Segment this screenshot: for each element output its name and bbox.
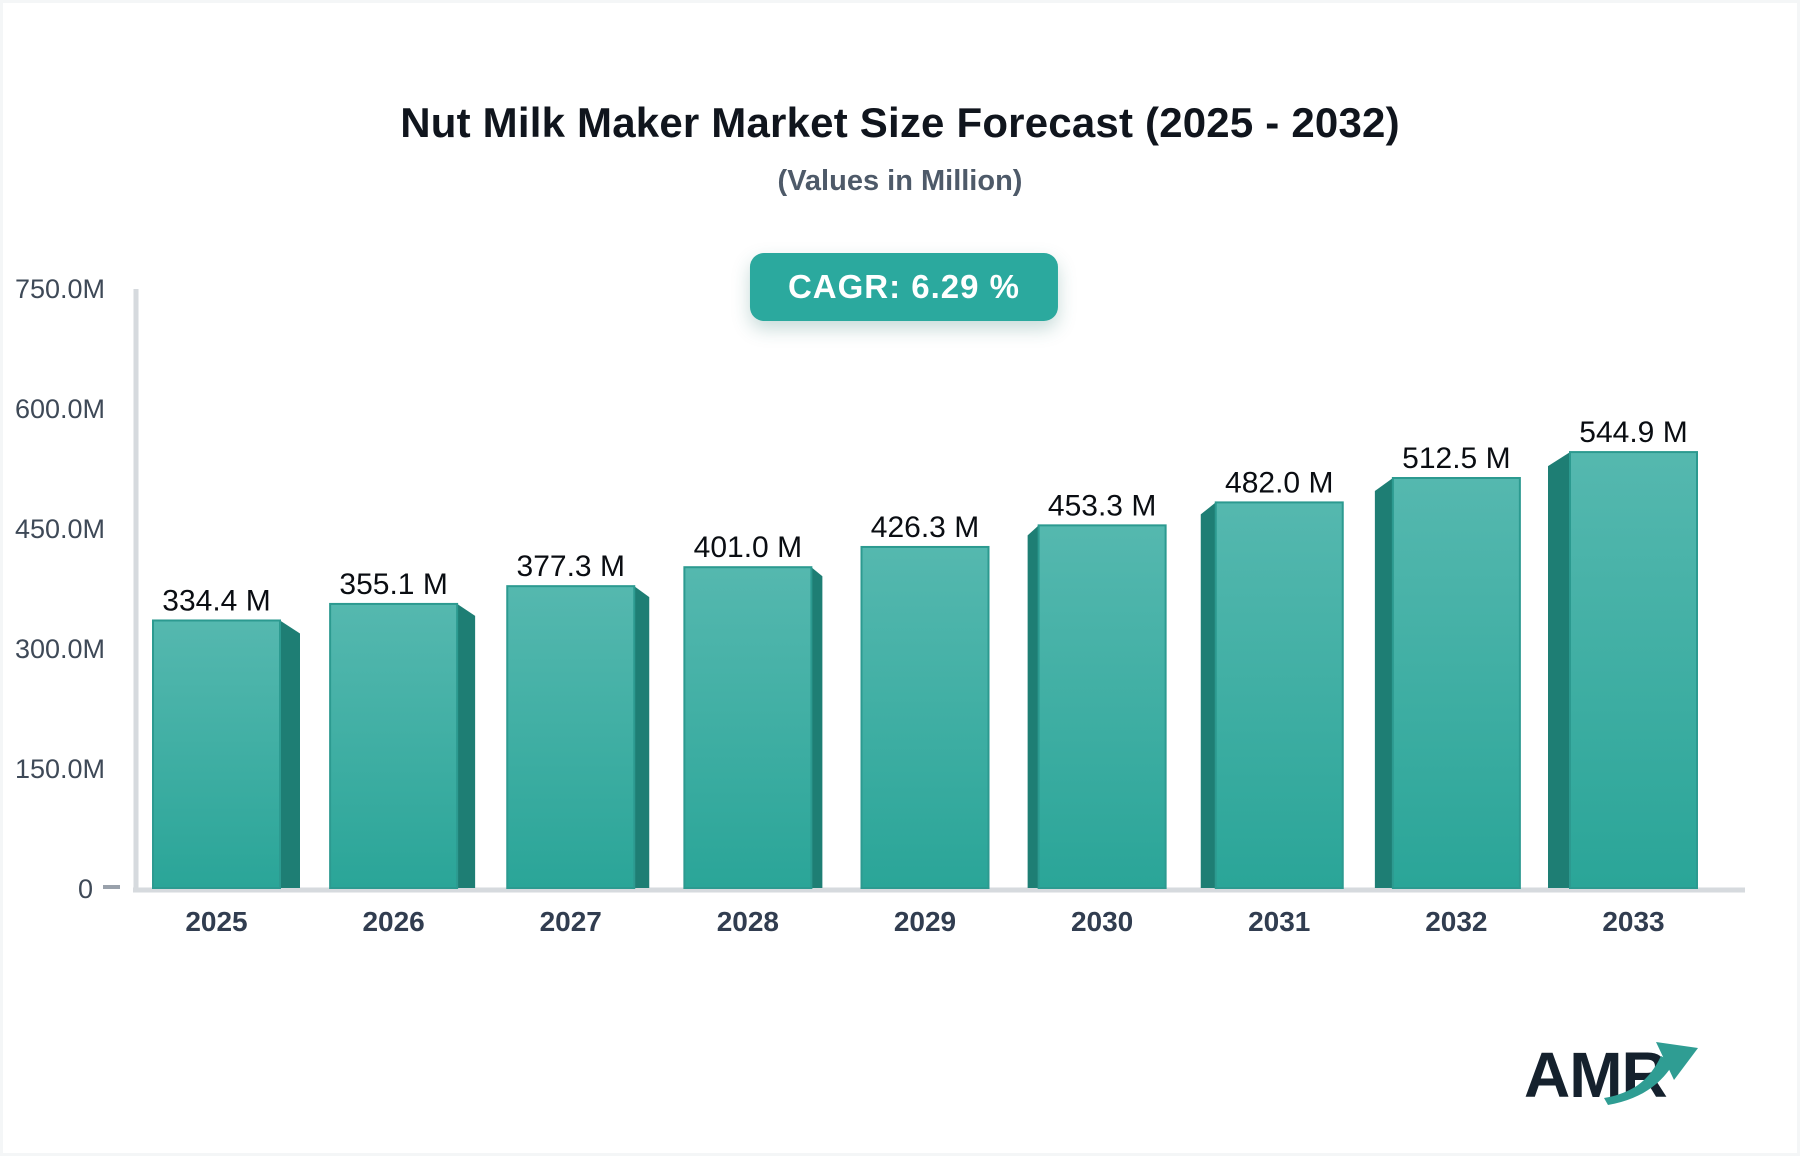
brand-logo: AMR bbox=[1508, 1021, 1718, 1121]
cagr-badge: CAGR: 6.29 % bbox=[749, 253, 1059, 321]
bar-value-label: 482.0 M bbox=[1225, 466, 1333, 499]
x-category-label: 2031 bbox=[1248, 906, 1310, 937]
bar-value-label: 401.0 M bbox=[694, 531, 802, 564]
bar-value-label: 453.3 M bbox=[1048, 489, 1156, 522]
x-category-label: 2025 bbox=[185, 906, 247, 937]
logo-text: AMR bbox=[1524, 1039, 1667, 1111]
bar-value-label: 512.5 M bbox=[1402, 442, 1510, 475]
bar-side-face bbox=[1548, 452, 1570, 888]
bar-side-face bbox=[634, 586, 650, 888]
x-category-label: 2033 bbox=[1602, 906, 1664, 937]
x-category-label: 2028 bbox=[717, 906, 779, 937]
bar-side-face bbox=[811, 567, 823, 888]
x-category-label: 2026 bbox=[362, 906, 424, 937]
y-tick-label: 600.0M bbox=[15, 394, 105, 424]
bar-side-face bbox=[1374, 478, 1393, 888]
y-tick-label: 0 bbox=[78, 874, 93, 904]
bar-front-face bbox=[1037, 524, 1167, 889]
bar-front-face bbox=[1391, 477, 1521, 889]
bar-front-face bbox=[683, 566, 813, 889]
bar-front-face bbox=[506, 585, 636, 889]
chart-subtitle: (Values in Million) bbox=[777, 165, 1023, 197]
y-tick-label: 750.0M bbox=[15, 274, 105, 304]
bar-value-label: 544.9 M bbox=[1579, 416, 1687, 449]
chart-title: Nut Milk Maker Market Size Forecast (202… bbox=[400, 99, 1400, 146]
x-category-label: 2030 bbox=[1071, 906, 1133, 937]
bar-value-label: 334.4 M bbox=[162, 584, 270, 617]
bar-side-face bbox=[1200, 502, 1216, 888]
bar-side-face bbox=[1027, 525, 1039, 888]
bar-front-face bbox=[1569, 451, 1698, 889]
bar-front-face bbox=[860, 545, 990, 890]
y-tick-label: 300.0M bbox=[15, 634, 105, 664]
bar-side-face bbox=[280, 620, 300, 888]
x-category-label: 2027 bbox=[540, 906, 602, 937]
y-tick-label: 150.0M bbox=[15, 754, 105, 784]
x-category-label: 2032 bbox=[1425, 906, 1487, 937]
bar-front-face bbox=[329, 602, 459, 889]
bar-value-label: 426.3 M bbox=[871, 511, 979, 544]
bar-value-label: 355.1 M bbox=[339, 568, 447, 601]
x-category-label: 2029 bbox=[894, 906, 956, 937]
bar-front-face bbox=[1214, 501, 1344, 889]
bar-chart-canvas: 0 150.0M 300.0M 450.0M 600.0M 750.0M 334.4 M 20… bbox=[15, 274, 1745, 937]
logo-arrow-icon bbox=[1604, 1042, 1698, 1105]
bar-side-face bbox=[457, 603, 476, 888]
y-tick-label: 450.0M bbox=[15, 514, 105, 544]
bar-front-face bbox=[152, 619, 281, 889]
bar-value-label: 377.3 M bbox=[517, 550, 625, 583]
logo-graphic: AMR bbox=[1524, 1039, 1698, 1111]
